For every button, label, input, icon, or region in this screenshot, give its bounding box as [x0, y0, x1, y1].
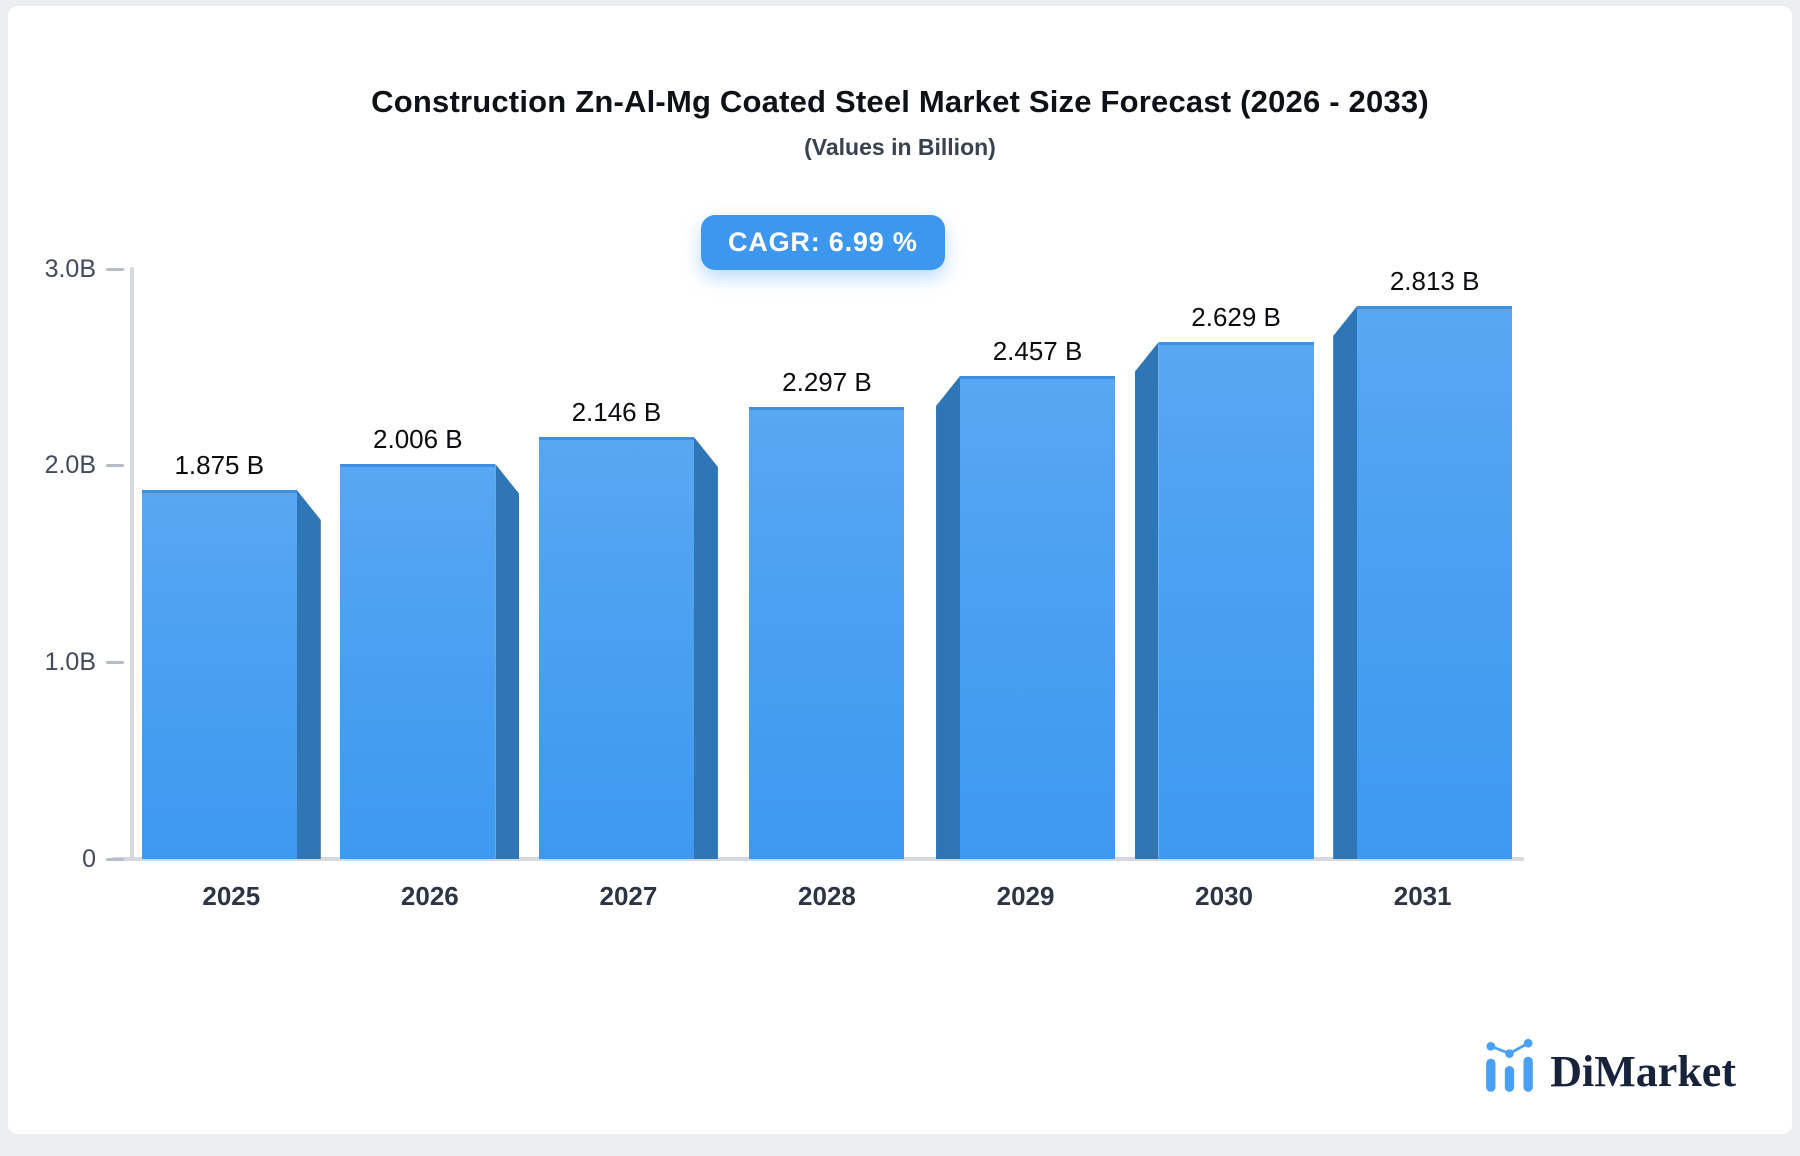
bar-side-face — [1333, 306, 1358, 859]
x-axis-label: 2026 — [400, 881, 459, 911]
y-axis-tick-label: 1.0B — [44, 647, 96, 676]
bar-slot: 2.813 B — [1324, 266, 1522, 859]
bar — [1333, 306, 1513, 859]
bar-face — [960, 376, 1116, 859]
x-axis-labels: 2025 2026 2027 2028 2029 2030 2031 — [132, 881, 1522, 912]
x-axis-label: 2029 — [996, 881, 1055, 911]
bar — [749, 407, 905, 859]
bar-side-face — [1134, 342, 1159, 859]
chart-title: Construction Zn-Al-Mg Coated Steel Marke… — [371, 84, 1429, 119]
bar — [936, 376, 1116, 859]
y-axis-tick-mark — [106, 857, 124, 861]
bar-value-label: 2.297 B — [782, 367, 872, 397]
y-axis-tick: 2.0B — [8, 451, 124, 480]
x-axis-label: 2030 — [1195, 881, 1254, 911]
bar — [141, 490, 321, 859]
bar-side-face — [693, 437, 718, 859]
bar-face — [1357, 306, 1513, 859]
y-axis-tick-mark — [106, 267, 124, 271]
bar — [1134, 342, 1314, 859]
chart-header: Construction Zn-Al-Mg Coated Steel Marke… — [8, 6, 1792, 161]
y-axis-line — [130, 267, 134, 859]
bar-side-face — [296, 490, 321, 859]
bar-slot: 2.146 B — [529, 397, 727, 859]
brand-name: DiMarket — [1550, 1047, 1736, 1096]
y-axis-tick-label: 2.0B — [44, 451, 96, 480]
bars-group: 1.875 B 2.006 B 2.146 B 2.297 B 2.457 B … — [132, 266, 1522, 859]
brand-footer: DiMarket — [1484, 1038, 1736, 1094]
x-axis-label: 2028 — [798, 881, 856, 911]
bar-slot: 2.457 B — [927, 336, 1125, 859]
bar — [538, 437, 718, 859]
chart-subtitle: (Values in Billion) — [804, 134, 996, 160]
chart-card: Construction Zn-Al-Mg Coated Steel Marke… — [8, 6, 1792, 1134]
bar-side-face — [936, 376, 961, 859]
x-axis-label: 2025 — [202, 881, 261, 911]
bar-face — [141, 490, 297, 859]
x-axis-label: 2031 — [1393, 881, 1452, 911]
y-axis-tick-mark — [106, 464, 124, 468]
bar — [340, 464, 520, 859]
y-axis-tick: 3.0B — [8, 255, 124, 283]
bar-value-label: 1.875 B — [174, 450, 265, 480]
y-axis-tick-mark — [106, 660, 124, 664]
y-axis-tick: 1.0B — [8, 648, 124, 676]
x-axis-label: 2027 — [599, 881, 658, 911]
y-axis-tick-label: 3.0B — [44, 254, 96, 283]
bar-value-label: 2.457 B — [992, 336, 1083, 366]
x-axis-line — [112, 857, 1524, 861]
bar-face — [538, 437, 694, 859]
y-axis-tick-label: 0 — [82, 844, 96, 873]
bar-slot: 2.006 B — [331, 424, 529, 859]
bar-value-label: 2.629 B — [1191, 302, 1281, 332]
dimarket-logo-icon — [1486, 1038, 1534, 1092]
bar-chart: 3.0B 2.0B 1.0B 0 1.875 B 2.006 B 2.146 B… — [8, 181, 1792, 941]
bar-slot: 1.875 B — [132, 450, 330, 859]
cagr-badge: CAGR: 6.99 % — [701, 215, 945, 270]
bar-slot: 2.629 B — [1125, 302, 1323, 859]
bar-value-label: 2.006 B — [373, 424, 463, 454]
bar-face — [1158, 342, 1314, 859]
y-axis-tick: 0 — [8, 845, 124, 873]
bar-slot: 2.297 B — [728, 367, 926, 859]
bar-value-label: 2.146 B — [571, 397, 662, 427]
bar-side-face — [495, 464, 520, 859]
bar-value-label: 2.813 B — [1389, 266, 1480, 296]
bar-face — [340, 464, 496, 859]
bar-face — [749, 407, 905, 859]
